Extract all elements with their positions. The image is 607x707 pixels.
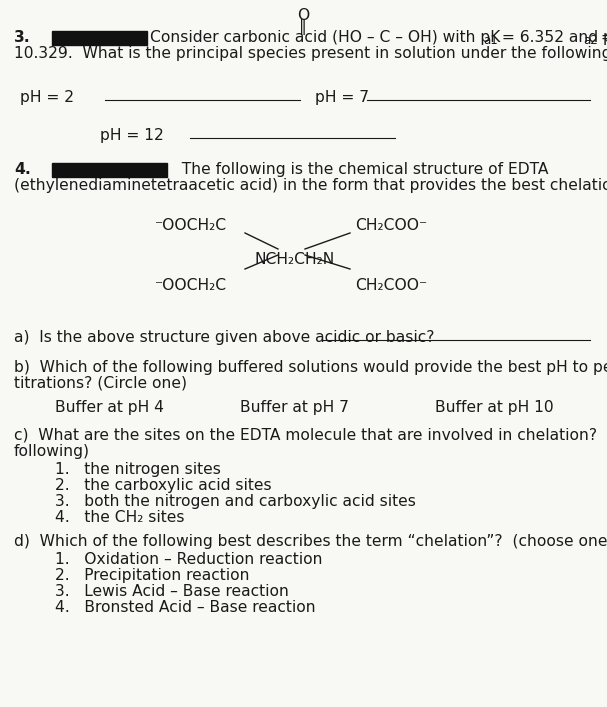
Text: 3.: 3.: [14, 30, 31, 45]
Text: O: O: [297, 8, 309, 23]
Text: titrations? (Circle one): titrations? (Circle one): [14, 376, 187, 391]
Text: ⁻OOCH₂C: ⁻OOCH₂C: [155, 278, 227, 293]
Text: 3.   both the nitrogen and carboxylic acid sites: 3. both the nitrogen and carboxylic acid…: [55, 494, 416, 509]
Text: = 6.352 and pK: = 6.352 and pK: [497, 30, 607, 45]
Text: 4.   Bronsted Acid – Base reaction: 4. Bronsted Acid – Base reaction: [55, 600, 316, 615]
Text: 2.   the carboxylic acid sites: 2. the carboxylic acid sites: [55, 478, 271, 493]
Text: CH₂COO⁻: CH₂COO⁻: [355, 218, 427, 233]
Text: pH = 12: pH = 12: [100, 128, 164, 143]
Text: =: =: [596, 30, 607, 45]
Text: ⁻OOCH₂C: ⁻OOCH₂C: [155, 218, 227, 233]
Text: 1.   the nitrogen sites: 1. the nitrogen sites: [55, 462, 221, 477]
Text: 1.   Oxidation – Reduction reaction: 1. Oxidation – Reduction reaction: [55, 552, 322, 567]
Text: Buffer at pH 10: Buffer at pH 10: [435, 400, 554, 415]
Text: NCH₂CH₂N: NCH₂CH₂N: [255, 252, 335, 267]
Text: 2.   Precipitation reaction: 2. Precipitation reaction: [55, 568, 249, 583]
Text: b)  Which of the following buffered solutions would provide the best pH to perfo: b) Which of the following buffered solut…: [14, 360, 607, 375]
Text: a2: a2: [583, 34, 598, 47]
Text: pH = 2: pH = 2: [20, 90, 74, 105]
Text: c)  What are the sites on the EDTA molecule that are involved in chelation?  (ch: c) What are the sites on the EDTA molecu…: [14, 428, 607, 443]
Text: CH₂COO⁻: CH₂COO⁻: [355, 278, 427, 293]
Text: 4.: 4.: [14, 162, 31, 177]
Text: a1: a1: [483, 34, 498, 47]
Text: Consider carbonic acid (HO – C – OH) with pK: Consider carbonic acid (HO – C – OH) wit…: [150, 30, 500, 45]
Text: (ethylenediaminetetraacetic acid) in the form that provides the best chelation t: (ethylenediaminetetraacetic acid) in the…: [14, 178, 607, 193]
Text: pH = 7: pH = 7: [315, 90, 369, 105]
Text: Buffer at pH 4: Buffer at pH 4: [55, 400, 164, 415]
Bar: [52, 31, 147, 45]
Text: ‖: ‖: [299, 19, 307, 35]
Text: Buffer at pH 7: Buffer at pH 7: [240, 400, 349, 415]
Text: 3.   Lewis Acid – Base reaction: 3. Lewis Acid – Base reaction: [55, 584, 289, 599]
Text: a)  Is the above structure given above acidic or basic?: a) Is the above structure given above ac…: [14, 330, 435, 345]
Text: 4.   the CH₂ sites: 4. the CH₂ sites: [55, 510, 185, 525]
Text: d)  Which of the following best describes the term “chelation”?  (choose one of : d) Which of the following best describes…: [14, 534, 607, 549]
Bar: [52, 163, 167, 177]
Text: The following is the chemical structure of EDTA: The following is the chemical structure …: [172, 162, 549, 177]
Text: following): following): [14, 444, 90, 459]
Text: 10.329.  What is the principal species present in solution under the following p: 10.329. What is the principal species pr…: [14, 46, 607, 61]
